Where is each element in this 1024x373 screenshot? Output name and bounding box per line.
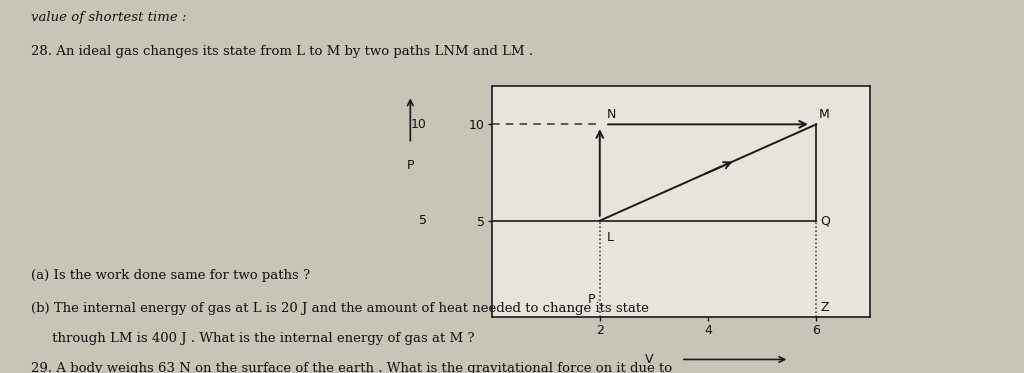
Text: (a) Is the work done same for two paths ?: (a) Is the work done same for two paths …	[31, 269, 310, 282]
Text: P: P	[588, 293, 595, 306]
Text: N: N	[606, 109, 615, 122]
Text: P: P	[407, 159, 414, 172]
Text: 28. An ideal gas changes its state from L to M by two paths LNM and LM .: 28. An ideal gas changes its state from …	[31, 45, 532, 58]
Text: 5: 5	[419, 214, 427, 227]
Text: (b) The internal energy of gas at L is 20 J and the amount of heat needed to cha: (b) The internal energy of gas at L is 2…	[31, 302, 648, 315]
Text: through LM is 400 J . What is the internal energy of gas at M ?: through LM is 400 J . What is the intern…	[31, 332, 474, 345]
Text: 29. A body weighs 63 N on the surface of the earth . What is the gravitational f: 29. A body weighs 63 N on the surface of…	[31, 362, 672, 373]
Text: V: V	[645, 353, 654, 366]
Text: M: M	[819, 109, 829, 122]
Text: L: L	[606, 231, 613, 244]
Text: value of shortest time :: value of shortest time :	[31, 11, 186, 24]
Text: Z: Z	[820, 301, 829, 314]
Text: Q: Q	[820, 214, 830, 227]
Text: 10: 10	[411, 118, 427, 131]
